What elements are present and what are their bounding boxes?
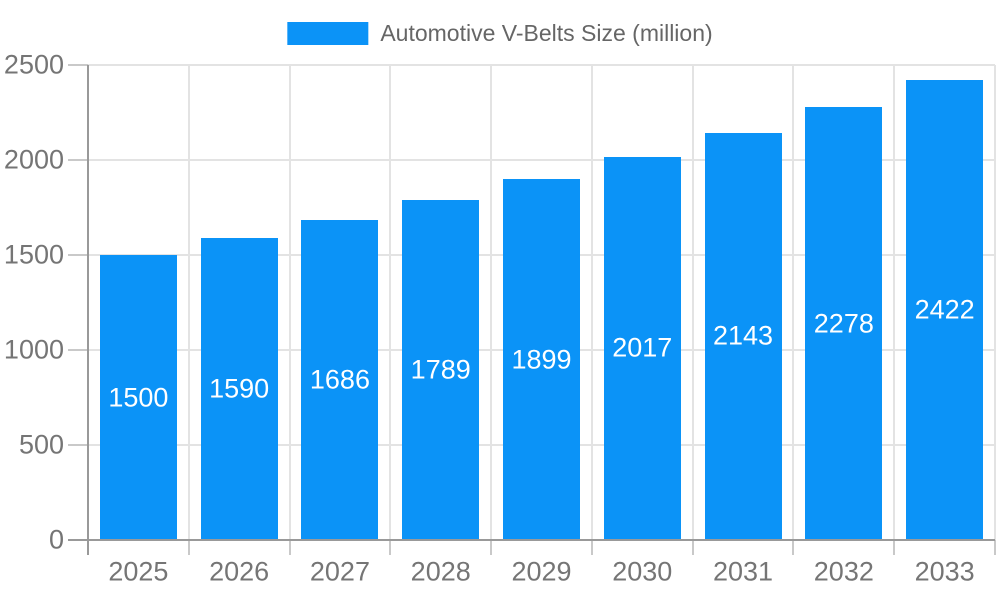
x-tick-label: 2027 [309,556,370,587]
x-tick-label: 2032 [813,556,874,587]
x-tick-label: 2031 [713,556,774,587]
y-tick [68,64,88,66]
bar-value-label: 1590 [209,373,270,404]
y-axis-line [87,65,89,555]
x-tick [792,540,795,555]
x-gridline [994,65,996,540]
y-tick-label: 500 [18,429,64,460]
legend-label: Automotive V-Belts Size (million) [380,20,713,46]
x-axis-line [68,539,995,541]
bar-value-label: 2143 [713,320,774,351]
y-tick-label: 1500 [3,239,64,270]
bar[interactable] [906,79,984,540]
x-gridline [590,65,593,540]
bar-value-label: 2278 [813,308,874,339]
x-tick-label: 2028 [410,556,471,587]
bar[interactable] [200,237,278,540]
y-tick [68,349,88,351]
x-tick [994,540,996,555]
x-tick [590,540,593,555]
bar-value-label: 1500 [108,382,169,412]
y-gridline [88,64,995,66]
y-gridline [88,159,995,161]
bar-value-label: 1686 [309,364,370,395]
x-gridline [187,65,190,540]
y-tick-label: 2500 [3,49,64,80]
x-tick [288,540,291,555]
x-tick [893,540,896,555]
x-gridline [792,65,795,540]
x-tick [187,540,190,555]
x-gridline [490,65,493,540]
bar[interactable] [805,107,883,540]
y-tick-label: 1000 [3,334,64,365]
x-tick-label: 2030 [612,556,673,587]
x-gridline [691,65,694,540]
x-tick-label: 2029 [511,556,572,587]
x-tick [389,540,392,555]
bar[interactable] [704,132,782,540]
legend[interactable]: Automotive V-Belts Size (million) [287,20,713,47]
x-tick-label: 2026 [209,556,270,587]
y-tick-label: 0 [48,524,64,555]
x-tick [691,540,694,555]
bar-value-label: 2422 [914,294,975,325]
bar[interactable] [402,200,480,540]
bar[interactable] [603,156,681,540]
y-tick [68,159,88,161]
bar[interactable] [301,219,379,540]
x-tick-label: 2033 [914,556,975,587]
x-tick-label: 2025 [108,556,169,587]
y-tick [68,254,88,256]
x-gridline [893,65,896,540]
bar[interactable] [99,255,177,540]
bar[interactable] [503,179,580,540]
bar-value-label: 2017 [612,332,673,363]
x-gridline [288,65,291,540]
bar-value-label: 1789 [410,354,471,385]
x-gridline [389,65,392,540]
y-tick [68,444,88,446]
bar-value-label: 1899 [511,344,572,375]
x-tick [490,540,493,555]
legend-swatch [287,22,369,45]
y-tick-label: 2000 [3,144,64,175]
